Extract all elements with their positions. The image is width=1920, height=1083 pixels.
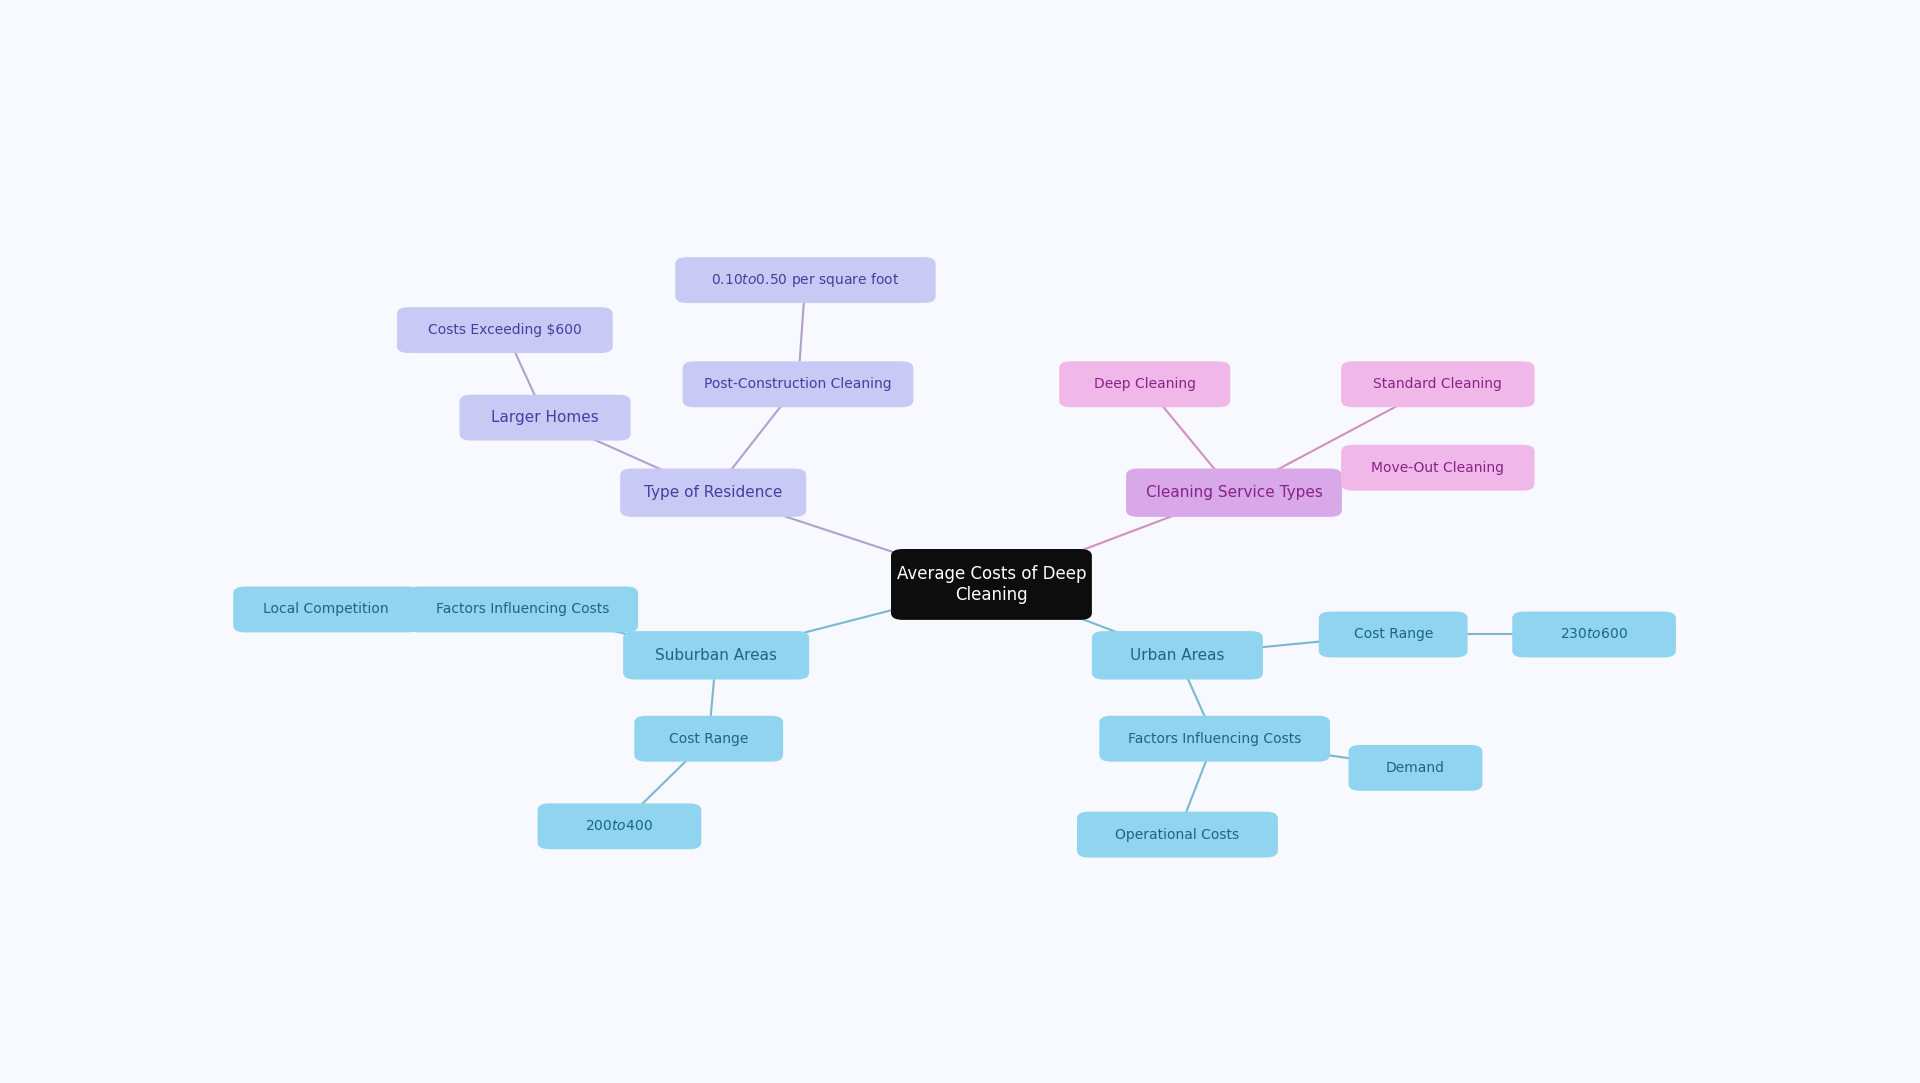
FancyBboxPatch shape bbox=[1060, 362, 1231, 407]
Text: Factors Influencing Costs: Factors Influencing Costs bbox=[1127, 732, 1302, 746]
Text: Cleaning Service Types: Cleaning Service Types bbox=[1146, 485, 1323, 500]
FancyBboxPatch shape bbox=[234, 587, 419, 632]
FancyBboxPatch shape bbox=[620, 469, 806, 517]
Text: Costs Exceeding $600: Costs Exceeding $600 bbox=[428, 323, 582, 337]
FancyBboxPatch shape bbox=[684, 362, 914, 407]
Text: Move-Out Cleaning: Move-Out Cleaning bbox=[1371, 460, 1505, 474]
Text: Suburban Areas: Suburban Areas bbox=[655, 648, 778, 663]
FancyBboxPatch shape bbox=[1348, 745, 1482, 791]
FancyBboxPatch shape bbox=[538, 804, 701, 849]
Text: Standard Cleaning: Standard Cleaning bbox=[1373, 377, 1501, 391]
FancyBboxPatch shape bbox=[1319, 612, 1467, 657]
FancyBboxPatch shape bbox=[1513, 612, 1676, 657]
Text: Deep Cleaning: Deep Cleaning bbox=[1094, 377, 1196, 391]
Text: $200 to $400: $200 to $400 bbox=[586, 819, 653, 833]
Text: Urban Areas: Urban Areas bbox=[1131, 648, 1225, 663]
Text: Average Costs of Deep
Cleaning: Average Costs of Deep Cleaning bbox=[897, 565, 1087, 604]
FancyBboxPatch shape bbox=[1077, 811, 1279, 858]
FancyBboxPatch shape bbox=[1092, 631, 1263, 679]
FancyBboxPatch shape bbox=[624, 631, 808, 679]
FancyBboxPatch shape bbox=[459, 394, 630, 441]
FancyBboxPatch shape bbox=[1100, 716, 1331, 761]
FancyBboxPatch shape bbox=[397, 308, 612, 353]
FancyBboxPatch shape bbox=[634, 716, 783, 761]
FancyBboxPatch shape bbox=[891, 549, 1092, 619]
Text: Cost Range: Cost Range bbox=[1354, 627, 1432, 641]
Text: Demand: Demand bbox=[1386, 761, 1446, 775]
Text: Type of Residence: Type of Residence bbox=[643, 485, 781, 500]
FancyBboxPatch shape bbox=[1340, 445, 1534, 491]
Text: Cost Range: Cost Range bbox=[668, 732, 749, 746]
Text: Larger Homes: Larger Homes bbox=[492, 410, 599, 426]
FancyBboxPatch shape bbox=[676, 257, 935, 303]
Text: Post-Construction Cleaning: Post-Construction Cleaning bbox=[705, 377, 891, 391]
Text: Operational Costs: Operational Costs bbox=[1116, 827, 1240, 841]
FancyBboxPatch shape bbox=[1127, 469, 1342, 517]
Text: Factors Influencing Costs: Factors Influencing Costs bbox=[436, 602, 609, 616]
FancyBboxPatch shape bbox=[1340, 362, 1534, 407]
FancyBboxPatch shape bbox=[407, 587, 637, 632]
Text: $0.10 to $0.50 per square foot: $0.10 to $0.50 per square foot bbox=[710, 271, 900, 289]
Text: Local Competition: Local Competition bbox=[263, 602, 390, 616]
Text: $230 to $600: $230 to $600 bbox=[1561, 627, 1628, 641]
